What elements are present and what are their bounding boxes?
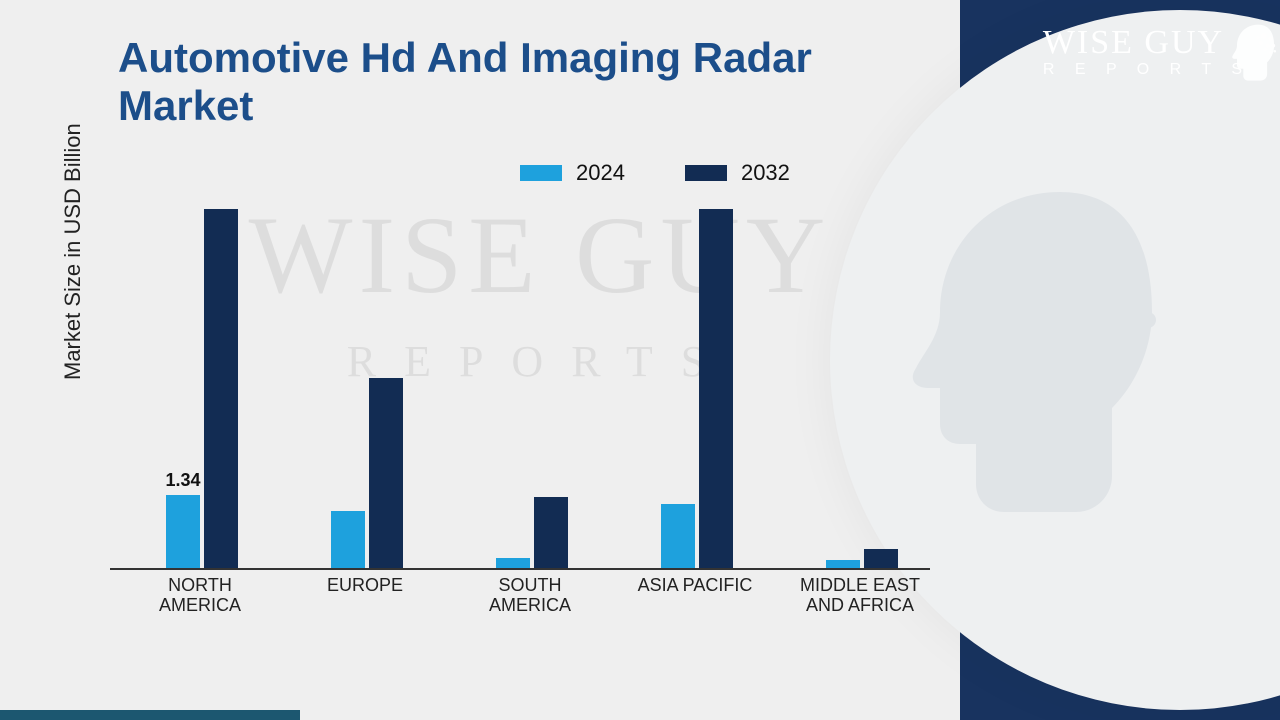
x-axis-category-label: NORTH AMERICA	[130, 576, 270, 616]
y-axis-label: Market Size in USD Billion	[60, 123, 86, 380]
x-axis-category-label: ASIA PACIFIC	[625, 576, 765, 596]
bar-2032	[864, 549, 898, 568]
chart-title: Automotive Hd And Imaging Radar Market	[118, 34, 838, 131]
legend: 2024 2032	[520, 160, 790, 186]
bar-2032	[534, 497, 568, 568]
legend-swatch-2032	[685, 165, 727, 181]
legend-label-2024: 2024	[576, 160, 625, 186]
legend-swatch-2024	[520, 165, 562, 181]
plot-area: 1.34NORTH AMERICAEUROPESOUTH AMERICAASIA…	[110, 200, 930, 570]
x-axis-category-label: MIDDLE EAST AND AFRICA	[790, 576, 930, 616]
x-axis-category-label: EUROPE	[295, 576, 435, 596]
bar-value-label: 1.34	[165, 470, 200, 491]
legend-label-2032: 2032	[741, 160, 790, 186]
bar-2032	[699, 209, 733, 568]
bar-2024: 1.34	[166, 495, 200, 568]
x-axis-category-label: SOUTH AMERICA	[460, 576, 600, 616]
brand-logo-head-icon	[1216, 14, 1280, 94]
bar-2024	[331, 511, 365, 568]
bar-2032	[369, 378, 403, 568]
legend-item-2032: 2032	[685, 160, 790, 186]
bar-2024	[496, 558, 530, 568]
bar-2032	[204, 209, 238, 568]
legend-item-2024: 2024	[520, 160, 625, 186]
bar-2024	[661, 504, 695, 568]
x-axis-baseline	[110, 568, 930, 570]
bar-2024	[826, 560, 860, 568]
chart-canvas: WISE GUY R E P O R T S Automotive Hd And…	[0, 0, 1280, 720]
bottom-accent-bar	[0, 710, 300, 720]
